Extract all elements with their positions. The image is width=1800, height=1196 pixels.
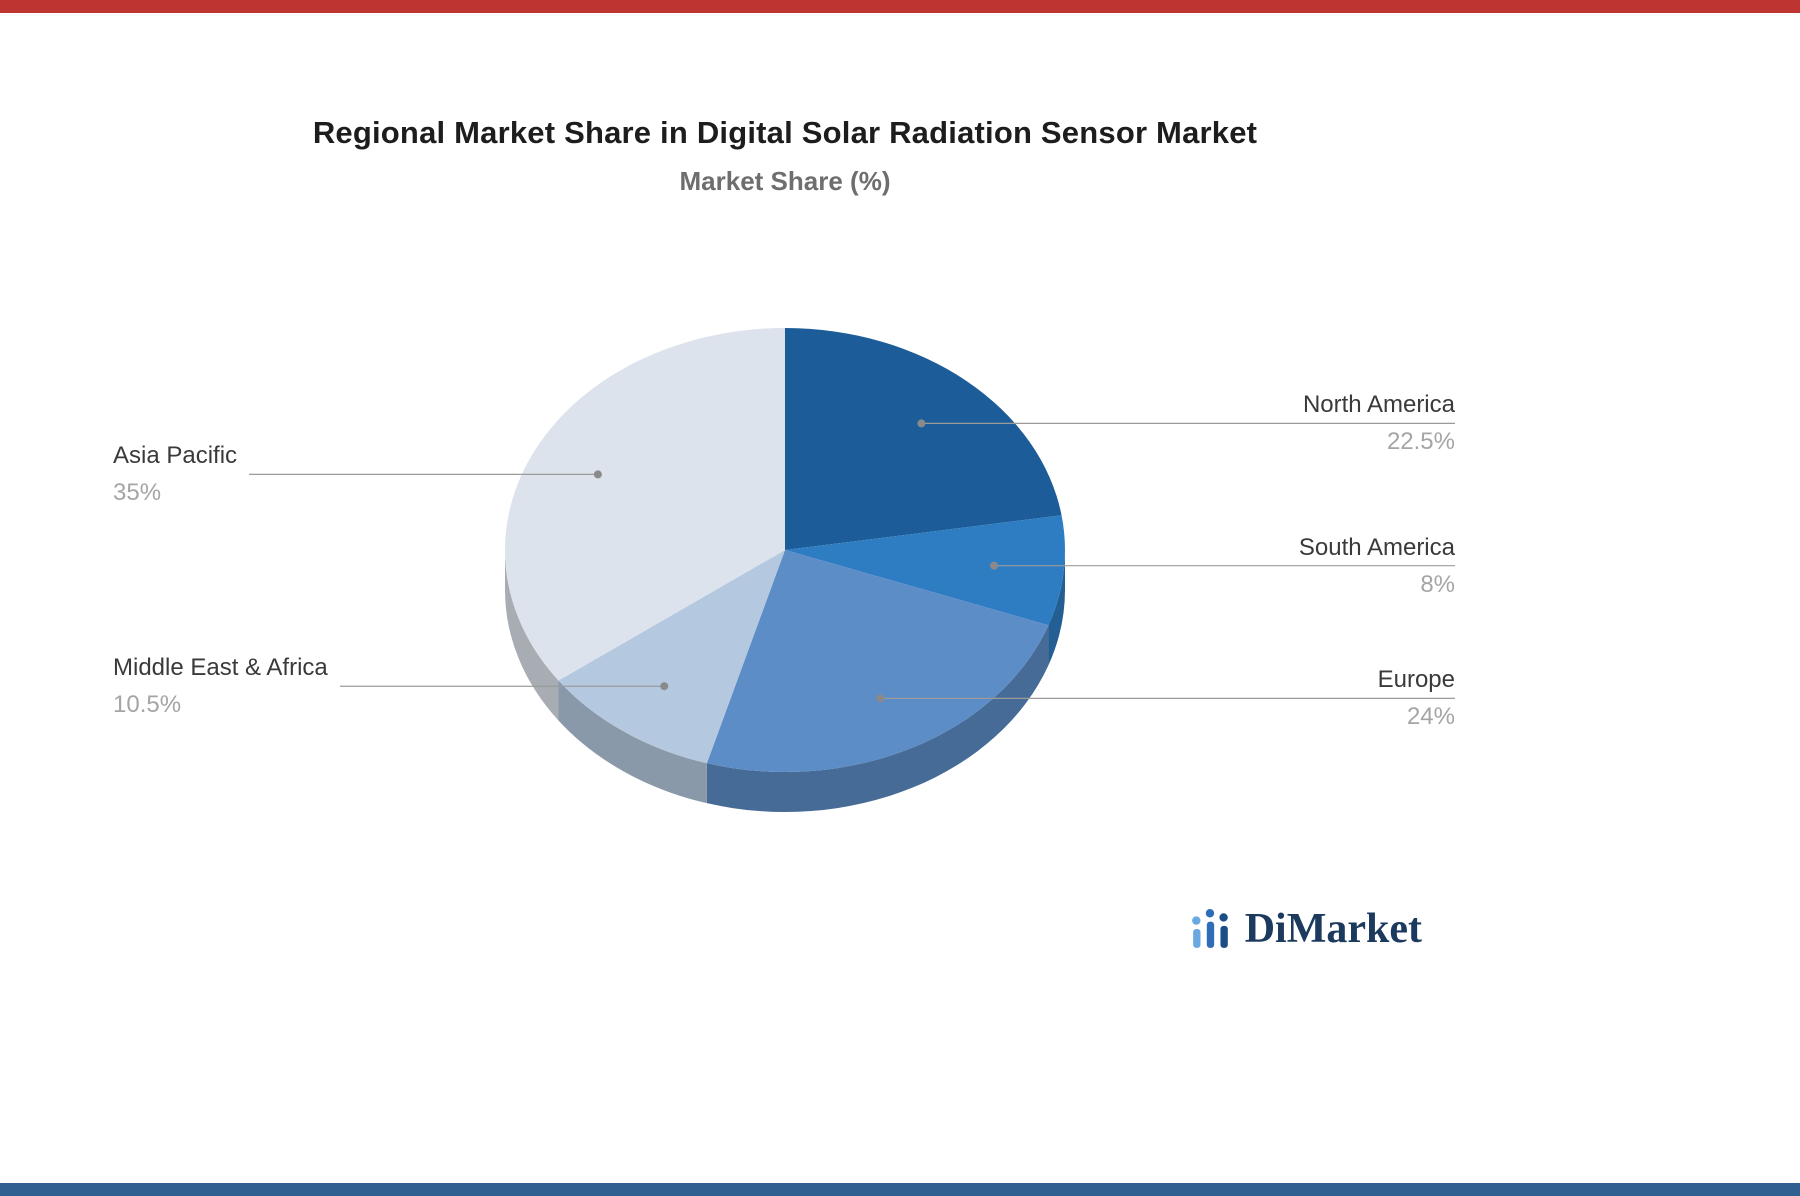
slice-value: 8% [1420, 571, 1455, 598]
bottom-accent-bar [0, 1183, 1800, 1196]
top-accent-bar [0, 0, 1800, 13]
slice-value: 24% [1406, 703, 1455, 730]
slice-label-asia-pacific: Asia Pacific 35% [113, 442, 237, 507]
chart-title: Regional Market Share in Digital Solar R… [312, 115, 1258, 150]
slice-label-middle-east-africa: Middle East & Africa 10.5% [113, 654, 328, 719]
slice-label-north-america: North America 22.5% [1303, 391, 1455, 456]
brand-logo: DiMarket [1189, 906, 1422, 952]
slice-name: North America [1302, 391, 1455, 418]
chart-subtitle: Market Share (%) [679, 166, 891, 196]
bar-chart-icon [1191, 909, 1228, 948]
slice-value: 22.5% [1386, 428, 1455, 455]
brand-name: DiMarket [1244, 906, 1422, 952]
slice-name: South America [1298, 534, 1455, 561]
slice-name: Asia Pacific [113, 442, 238, 469]
slice-name: Europe [1377, 666, 1455, 693]
slice-label-europe: Europe 24% [1378, 666, 1455, 731]
slice-label-south-america: South America 8% [1299, 534, 1455, 599]
slice-name: Middle East & Africa [113, 654, 328, 681]
slice-value: 35% [113, 479, 162, 506]
slice-value: 10.5% [113, 691, 182, 718]
